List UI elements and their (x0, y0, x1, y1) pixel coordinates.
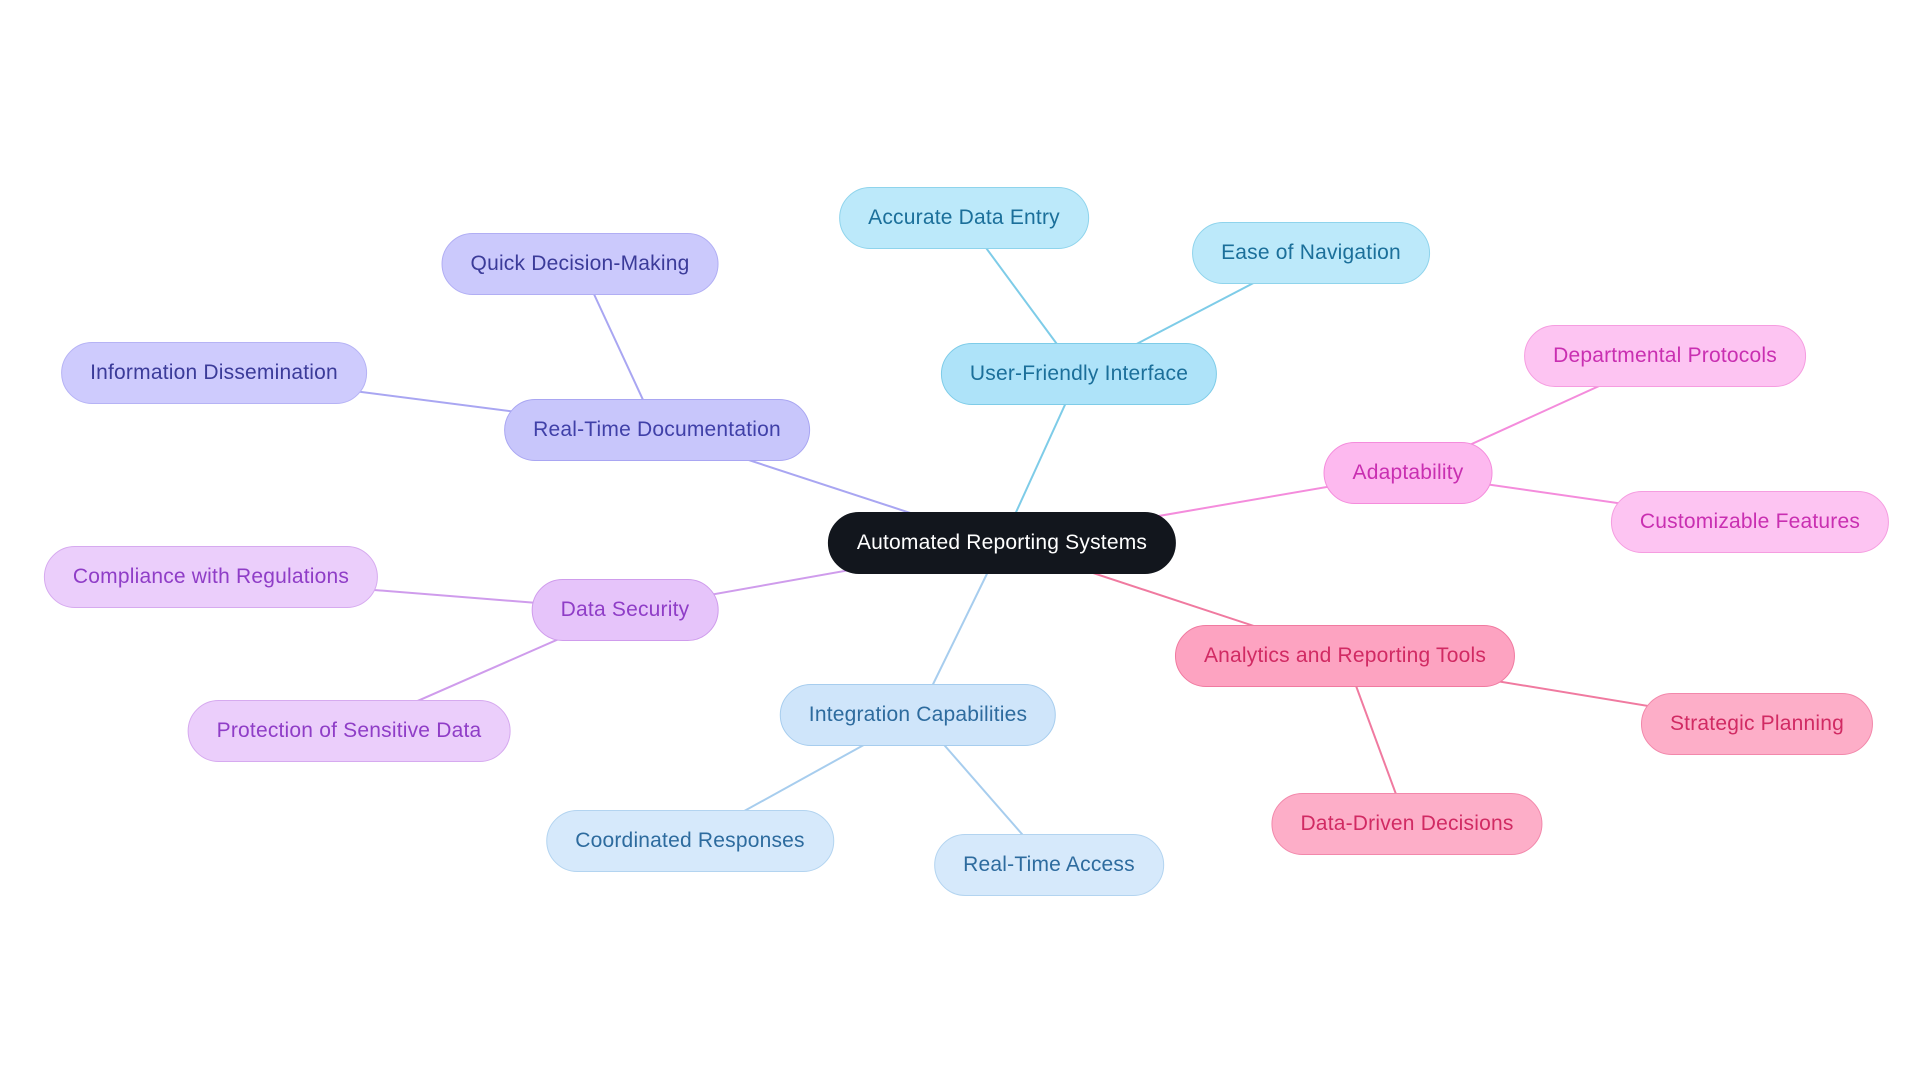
leaf-node-accurate-entry: Accurate Data Entry (839, 187, 1089, 249)
leaf-node-quick-decision: Quick Decision-Making (442, 233, 719, 295)
leaf-node-compliance: Compliance with Regulations (44, 546, 378, 608)
leaf-node-data-driven: Data-Driven Decisions (1271, 793, 1542, 855)
mindmap-canvas: Automated Reporting Systems Real-Time Doc… (0, 0, 1920, 1083)
leaf-node-realtime-access: Real-Time Access (934, 834, 1164, 896)
branch-node-realtime-doc: Real-Time Documentation (504, 399, 810, 461)
root-node-root: Automated Reporting Systems (828, 512, 1176, 574)
leaf-node-strategic: Strategic Planning (1641, 693, 1873, 755)
leaf-node-info-dissemination: Information Dissemination (61, 342, 367, 404)
leaf-node-dept-protocols: Departmental Protocols (1524, 325, 1806, 387)
branch-node-integration: Integration Capabilities (780, 684, 1056, 746)
leaf-node-ease-nav: Ease of Navigation (1192, 222, 1430, 284)
branch-node-adaptability: Adaptability (1324, 442, 1493, 504)
leaf-node-coord-responses: Coordinated Responses (546, 810, 834, 872)
branch-node-user-friendly: User-Friendly Interface (941, 343, 1217, 405)
leaf-node-custom-features: Customizable Features (1611, 491, 1889, 553)
leaf-node-protection: Protection of Sensitive Data (188, 700, 511, 762)
branch-node-analytics: Analytics and Reporting Tools (1175, 625, 1515, 687)
branch-node-data-security: Data Security (532, 579, 719, 641)
